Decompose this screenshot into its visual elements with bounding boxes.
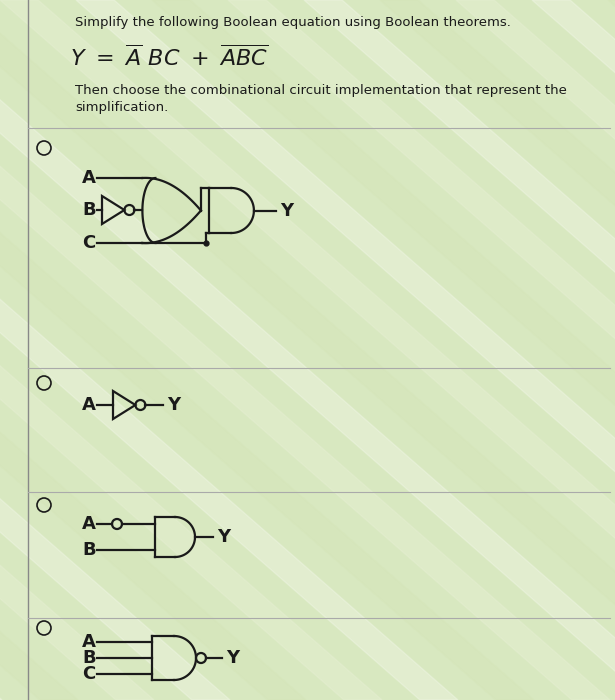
Text: B: B [82, 649, 95, 667]
Text: Then choose the combinational circuit implementation that represent the: Then choose the combinational circuit im… [75, 84, 567, 97]
Text: C: C [82, 665, 95, 683]
Polygon shape [456, 0, 615, 700]
Text: Simplify the following Boolean equation using Boolean theorems.: Simplify the following Boolean equation … [75, 16, 511, 29]
Text: Y: Y [167, 396, 181, 414]
Polygon shape [228, 0, 615, 700]
Text: A: A [82, 396, 96, 414]
Polygon shape [0, 0, 230, 700]
Polygon shape [304, 0, 615, 700]
Polygon shape [608, 0, 615, 700]
Text: Y: Y [280, 202, 293, 220]
Text: simplification.: simplification. [75, 101, 169, 114]
Text: $Y\ =\ \overline{A}\ B C\ +\ \overline{ABC}$: $Y\ =\ \overline{A}\ B C\ +\ \overline{A… [70, 44, 268, 69]
Polygon shape [0, 0, 2, 700]
Text: B: B [82, 201, 95, 219]
Text: A: A [82, 515, 96, 533]
Polygon shape [0, 0, 154, 700]
Text: A: A [82, 169, 96, 187]
Polygon shape [0, 0, 78, 700]
Polygon shape [0, 0, 306, 700]
Polygon shape [76, 0, 615, 700]
Polygon shape [0, 0, 534, 700]
Text: Y: Y [217, 528, 230, 546]
Text: C: C [82, 234, 95, 252]
Polygon shape [0, 0, 382, 700]
Polygon shape [0, 0, 458, 700]
Text: B: B [82, 541, 95, 559]
Polygon shape [152, 0, 615, 700]
Text: Y: Y [226, 649, 239, 667]
Text: A: A [82, 633, 96, 651]
Polygon shape [532, 0, 615, 700]
Polygon shape [380, 0, 615, 700]
